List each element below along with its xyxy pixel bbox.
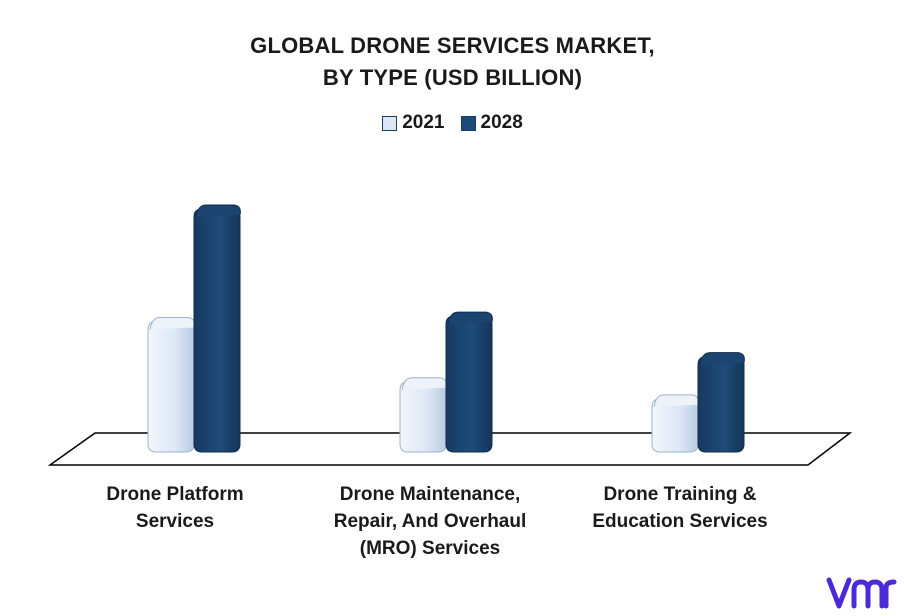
vmr-logo-icon bbox=[826, 577, 897, 609]
bar-top-2021-cat-3 bbox=[653, 394, 699, 407]
bar-top-2028-cat-3 bbox=[699, 352, 745, 365]
legend-swatch-2028 bbox=[460, 115, 476, 131]
category-label-3: Drone Training & Education Services bbox=[592, 484, 768, 532]
bar-top-2028-cat-2 bbox=[447, 311, 493, 325]
bar-2021-cat-1 bbox=[147, 321, 195, 453]
legend-label-2021: 2021 bbox=[402, 112, 445, 133]
legend: 2021 2028 bbox=[0, 112, 905, 134]
bar-2028-cat-2 bbox=[445, 315, 493, 453]
bar-top-2028-cat-1 bbox=[195, 204, 241, 218]
category-label-2: Drone Maintenance, Repair, And Overhaul … bbox=[333, 484, 527, 559]
bars-group bbox=[147, 204, 745, 453]
bar-2028-cat-3 bbox=[697, 356, 745, 453]
title-line-1: GLOBAL DRONE SERVICES MARKET, bbox=[250, 33, 655, 58]
legend-swatch-2021 bbox=[382, 115, 398, 131]
title-line-2: BY TYPE (USD BILLION) bbox=[322, 65, 583, 90]
chart-title: GLOBAL DRONE SERVICES MARKET, BY TYPE (U… bbox=[0, 30, 905, 94]
bar-2021-cat-2 bbox=[399, 381, 447, 453]
legend-item-2028: 2028 bbox=[460, 112, 523, 134]
bar-top-2021-cat-2 bbox=[401, 377, 447, 390]
legend-label-2028: 2028 bbox=[480, 112, 523, 133]
bar-top-2021-cat-1 bbox=[149, 317, 195, 330]
bar-2028-cat-1 bbox=[193, 208, 241, 453]
legend-item-2021: 2021 bbox=[382, 112, 445, 134]
bar-2021-cat-3 bbox=[651, 398, 699, 453]
category-label-1: Drone Platform Services bbox=[106, 484, 244, 532]
